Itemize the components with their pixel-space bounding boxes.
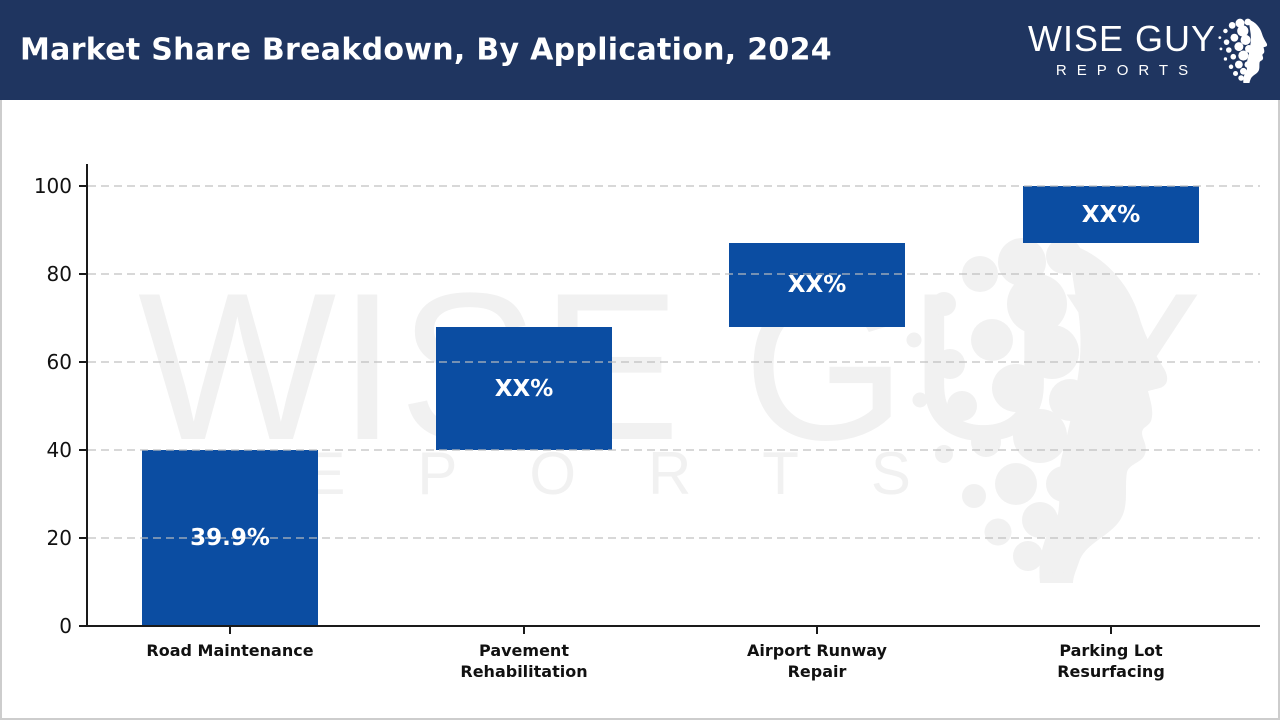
- y-tick-label: 20: [46, 526, 72, 550]
- x-category-label-line: Rehabilitation: [460, 662, 588, 681]
- bar-value-label: XX%: [787, 272, 847, 298]
- x-category-label: Pavement Rehabilitation: [374, 640, 674, 682]
- x-category-label: Airport Runway Repair: [667, 640, 967, 682]
- grid-line: [88, 185, 1260, 187]
- x-tick: [1110, 627, 1112, 634]
- bar-segment: [436, 327, 612, 450]
- bar-value-label: XX%: [1081, 202, 1141, 228]
- bar-segment: [1023, 186, 1199, 243]
- y-axis-line: [86, 164, 88, 627]
- x-category-label: Parking Lot Resurfacing: [961, 640, 1261, 682]
- x-tick: [523, 627, 525, 634]
- x-category-label-line: Road Maintenance: [146, 641, 314, 660]
- bar-value-label: 39.9%: [190, 525, 270, 551]
- y-tick-label: 100: [33, 174, 72, 198]
- x-category-label-line: Parking Lot: [1059, 641, 1163, 660]
- grid-line: [88, 449, 1260, 451]
- wiseguy-logo: WISE GUY REPORTS: [1028, 10, 1268, 90]
- y-tick-label: 40: [46, 438, 72, 462]
- x-tick: [816, 627, 818, 634]
- grid-line: [88, 273, 1260, 275]
- y-tick: [79, 449, 87, 451]
- bar-segment: [729, 243, 905, 327]
- y-tick-label: 0: [59, 614, 72, 638]
- x-category-label: Road Maintenance: [80, 640, 380, 661]
- y-tick-label: 60: [46, 350, 72, 374]
- header-bar: Market Share Breakdown, By Application, …: [0, 0, 1280, 100]
- grid-line: [88, 537, 1260, 539]
- x-category-label-line: Resurfacing: [1057, 662, 1165, 681]
- logo-head-icon: [1218, 18, 1268, 84]
- x-category-label-line: Pavement: [479, 641, 569, 660]
- logo-wordmark: WISE GUY: [1027, 18, 1216, 59]
- bar-value-label: XX%: [494, 376, 554, 402]
- y-tick: [79, 625, 87, 627]
- y-tick-label: 80: [46, 262, 72, 286]
- logo-text: WISE GUY REPORTS: [1027, 18, 1216, 80]
- grid-line: [88, 361, 1260, 363]
- x-tick: [229, 627, 231, 634]
- x-category-label-line: Airport Runway: [747, 641, 887, 660]
- x-category-label-line: Repair: [787, 662, 847, 681]
- chart-title: Market Share Breakdown, By Application, …: [20, 32, 832, 68]
- x-axis-line: [86, 625, 1260, 627]
- logo-subtext: REPORTS: [1055, 62, 1199, 79]
- y-tick: [79, 361, 87, 363]
- y-tick: [79, 185, 87, 187]
- y-tick: [79, 273, 87, 275]
- y-tick: [79, 537, 87, 539]
